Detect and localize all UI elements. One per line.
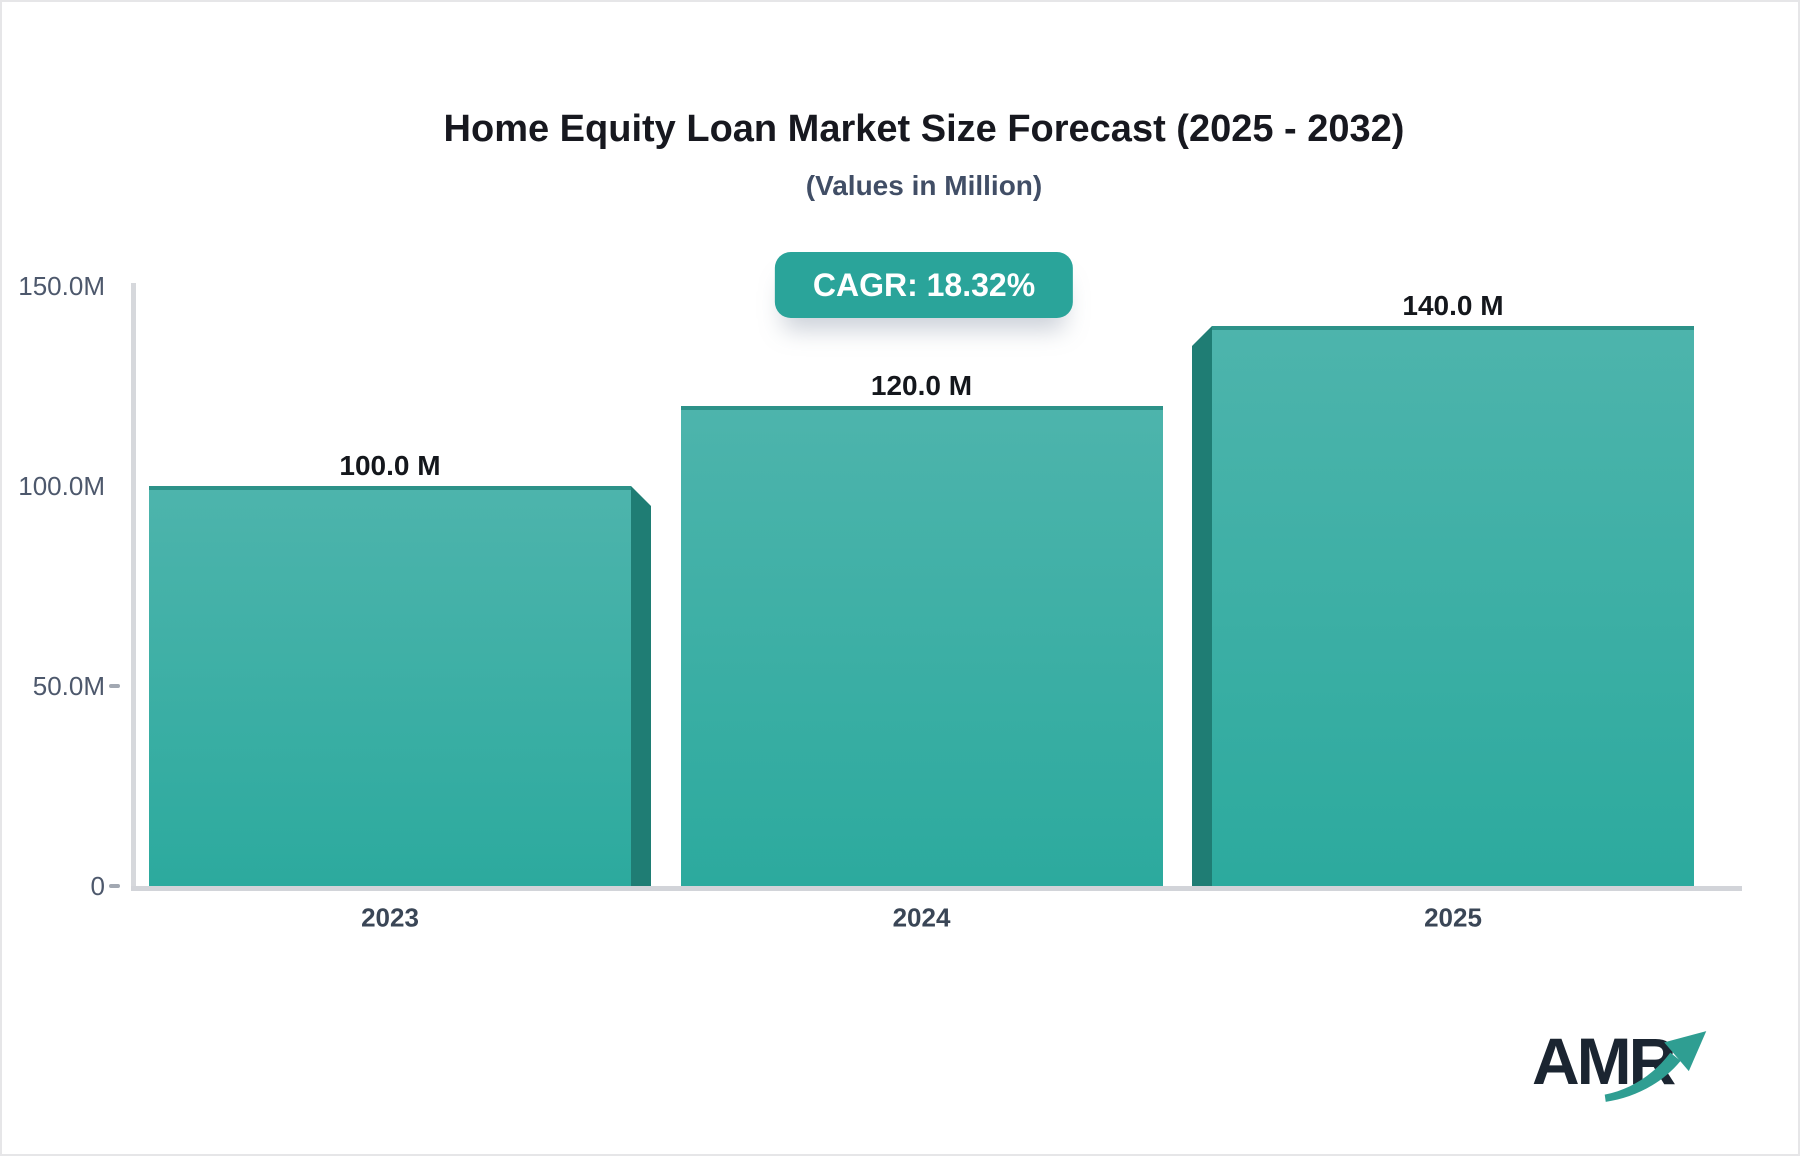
y-tick-label: 100.0M [18, 471, 105, 501]
bar-side [631, 486, 651, 886]
bar-face [680, 406, 1163, 886]
amr-logo: AMR [1532, 1022, 1717, 1117]
y-tick-label: 150.0M [18, 271, 105, 301]
x-tick-label: 2023 [361, 902, 419, 933]
chart-title: Home Equity Loan Market Size Forecast (2… [443, 108, 1405, 150]
amr-logo-text: AMR [1532, 1024, 1676, 1098]
y-tick-dash [109, 884, 120, 888]
bar-side [1192, 326, 1212, 886]
growth-arrow-icon [1604, 1031, 1707, 1102]
bar-value-label: 120.0 M [870, 370, 973, 401]
x-axis-line [131, 886, 1742, 891]
chart-subtitle: (Values in Million) [805, 170, 1043, 201]
y-axis-line [131, 283, 136, 891]
y-tick-label: 50.0M [32, 671, 105, 701]
bar-value-label: 140.0 M [1402, 290, 1504, 321]
y-tick-dash [109, 684, 120, 688]
bar-value-label: 100.0 M [339, 450, 441, 481]
bar-face [1212, 326, 1694, 886]
bar-face [149, 486, 631, 886]
x-tick-label: 2024 [892, 902, 951, 933]
cagr-badge: CAGR: 18.32% [774, 252, 1074, 318]
y-tick-label: 0 [90, 871, 105, 901]
x-tick-label: 2025 [1424, 902, 1482, 933]
